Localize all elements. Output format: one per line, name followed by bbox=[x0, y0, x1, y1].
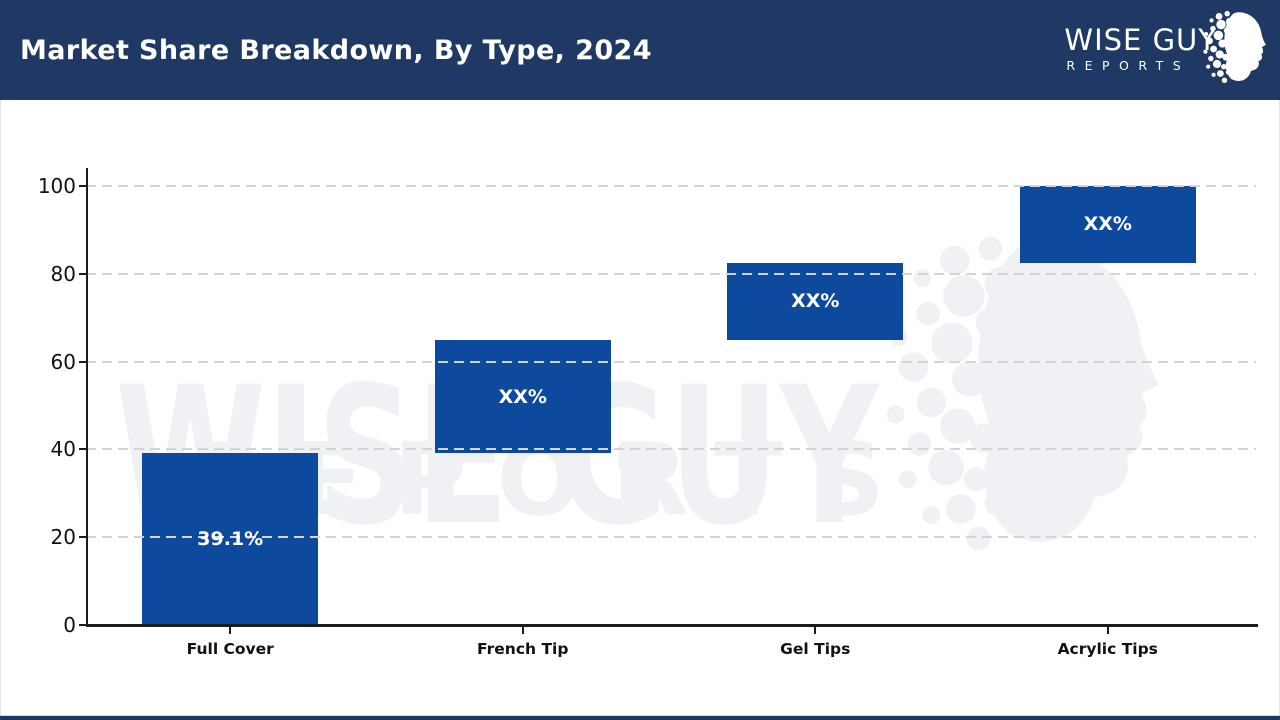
brand-head-icon bbox=[1203, 10, 1266, 84]
y-tick-label: 60 bbox=[50, 349, 76, 374]
x-tick-mark bbox=[814, 627, 817, 634]
y-tick-mark bbox=[79, 272, 86, 275]
x-category-label: Acrylic Tips bbox=[1057, 640, 1158, 658]
gridline bbox=[86, 536, 1256, 539]
y-tick-mark bbox=[79, 360, 86, 363]
bar-value-label: XX% bbox=[498, 385, 547, 408]
labels-layer: 39.1% XX% XX% XX% bbox=[0, 100, 1280, 716]
bars-layer bbox=[0, 100, 1280, 716]
bar-value-label: 39.1% bbox=[197, 528, 264, 551]
y-tick-label: 80 bbox=[50, 261, 76, 286]
y-tick-label: 100 bbox=[37, 174, 76, 198]
x-tick-mark bbox=[229, 627, 232, 634]
brand-logo: WISE GUY REPORTS bbox=[1064, 5, 1268, 93]
y-tick-label: 20 bbox=[50, 525, 76, 550]
x-category-label: Full Cover bbox=[186, 640, 274, 658]
y-tick-label: 0 bbox=[63, 613, 76, 637]
x-category-label: French Tip bbox=[477, 640, 569, 658]
gridline bbox=[86, 448, 1256, 451]
bar-value-label: XX% bbox=[1083, 213, 1132, 236]
y-tick-mark bbox=[79, 536, 86, 539]
chart-area: WISE GUY REPORTS 39.1% XX% XX% XX% 0 20 40 60 8… bbox=[0, 100, 1280, 716]
y-tick-mark bbox=[79, 624, 86, 626]
gridlines-layer bbox=[0, 100, 1280, 716]
logo-tagline-text: REPORTS bbox=[1066, 58, 1191, 74]
bar bbox=[727, 262, 904, 340]
y-tick-mark bbox=[79, 448, 86, 451]
x-tick-mark bbox=[521, 627, 524, 634]
x-axis-spine bbox=[86, 624, 1258, 627]
y-axis-spine bbox=[86, 168, 88, 626]
y-tick-mark bbox=[79, 185, 86, 187]
bar-value-label: XX% bbox=[791, 290, 840, 313]
bar bbox=[434, 339, 611, 454]
gridline bbox=[86, 185, 1256, 187]
y-tick-label: 40 bbox=[50, 437, 76, 462]
header: Market Share Breakdown, By Type, 2024 WI… bbox=[0, 0, 1280, 100]
brand-logo-text: WISE GUY REPORTS bbox=[1064, 22, 1217, 74]
bar bbox=[1019, 186, 1196, 263]
bar bbox=[142, 453, 319, 625]
ticks-layer: 0 20 40 60 80 100 Full Cover French Tip Gel Tips… bbox=[0, 100, 1280, 716]
chart-title: Market Share Breakdown, By Type, 2024 bbox=[20, 34, 652, 66]
x-category-label: Gel Tips bbox=[780, 640, 851, 658]
footer-bar bbox=[0, 715, 1280, 720]
x-tick-mark bbox=[1106, 627, 1109, 634]
logo-name-text: WISE GUY bbox=[1064, 22, 1217, 57]
gridline bbox=[86, 360, 1256, 363]
gridline bbox=[86, 272, 1256, 275]
